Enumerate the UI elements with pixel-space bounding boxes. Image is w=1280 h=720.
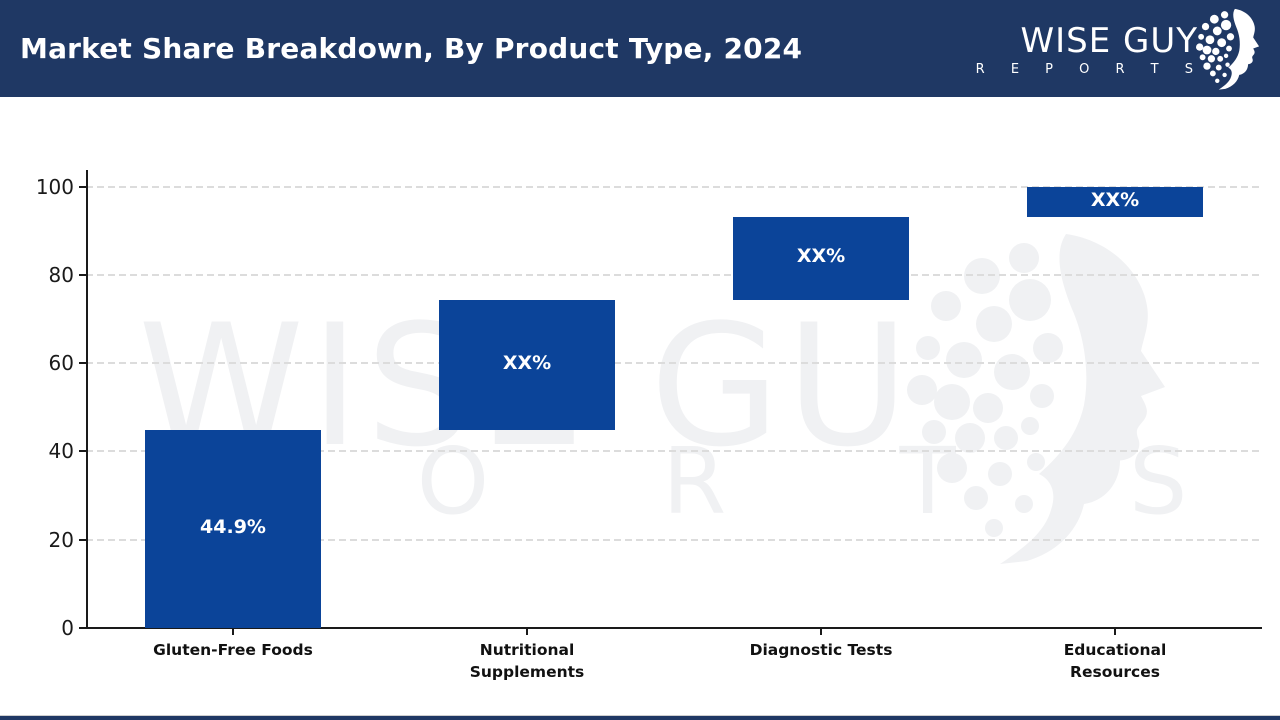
grid-line (86, 185, 1262, 188)
y-tick-mark (79, 185, 86, 188)
face-watermark-icon (907, 234, 1165, 564)
y-tick-label: 100 (35, 174, 74, 199)
grid-line (86, 362, 1262, 365)
y-tick-label: 60 (48, 351, 74, 376)
grid-line (86, 273, 1262, 276)
footer-bar (0, 715, 1280, 720)
y-axis-line (86, 170, 88, 629)
y-tick-mark (79, 362, 86, 365)
y-tick-label: 80 (48, 262, 74, 287)
wiseguy-logo-wordmark: WISE GUY (1020, 21, 1198, 62)
y-tick-label: 40 (48, 439, 74, 464)
page-title: Market Share Breakdown, By Product Type,… (20, 32, 803, 65)
bar-value-label: XX% (502, 351, 552, 374)
wiseguy-logo-subtitle: R E P O R T S (975, 61, 1204, 77)
y-tick-mark (79, 273, 86, 276)
y-tick-mark (79, 450, 86, 453)
wiseguy-logo: WISE GUY R E P O R T S (976, 6, 1266, 94)
bar-value-label: XX% (796, 245, 846, 268)
bar (733, 216, 909, 300)
bar-value-label: XX% (1090, 188, 1140, 211)
x-category-label: Nutritional Supplements (469, 641, 585, 681)
x-category-label: Diagnostic Tests (749, 641, 893, 659)
x-axis-line (86, 627, 1262, 629)
grid-line (86, 450, 1262, 453)
x-tick-mark (232, 629, 234, 635)
x-category-label: Gluten-Free Foods (153, 641, 313, 659)
bar (439, 299, 615, 430)
wiseguy-logo-face-icon (1196, 8, 1260, 90)
y-tick-label: 0 (61, 616, 74, 640)
y-tick-mark (79, 538, 86, 541)
bar (145, 429, 321, 628)
x-tick-mark (1114, 629, 1116, 635)
bar-value-label: 44.9% (200, 515, 266, 538)
watermark-text-line2: P O R T S (188, 428, 1260, 535)
x-tick-mark (820, 629, 822, 635)
grid-line (86, 538, 1262, 541)
x-category-label: Educational Resources (1063, 641, 1167, 681)
y-tick-mark (79, 627, 86, 629)
x-tick-mark (526, 629, 528, 635)
bar (1027, 186, 1203, 217)
wiseguy-logo-text: WISE GUY R E P O R T S (976, 21, 1198, 76)
y-tick-label: 20 (48, 527, 74, 552)
header-bar: Market Share Breakdown, By Product Type,… (0, 0, 1280, 97)
